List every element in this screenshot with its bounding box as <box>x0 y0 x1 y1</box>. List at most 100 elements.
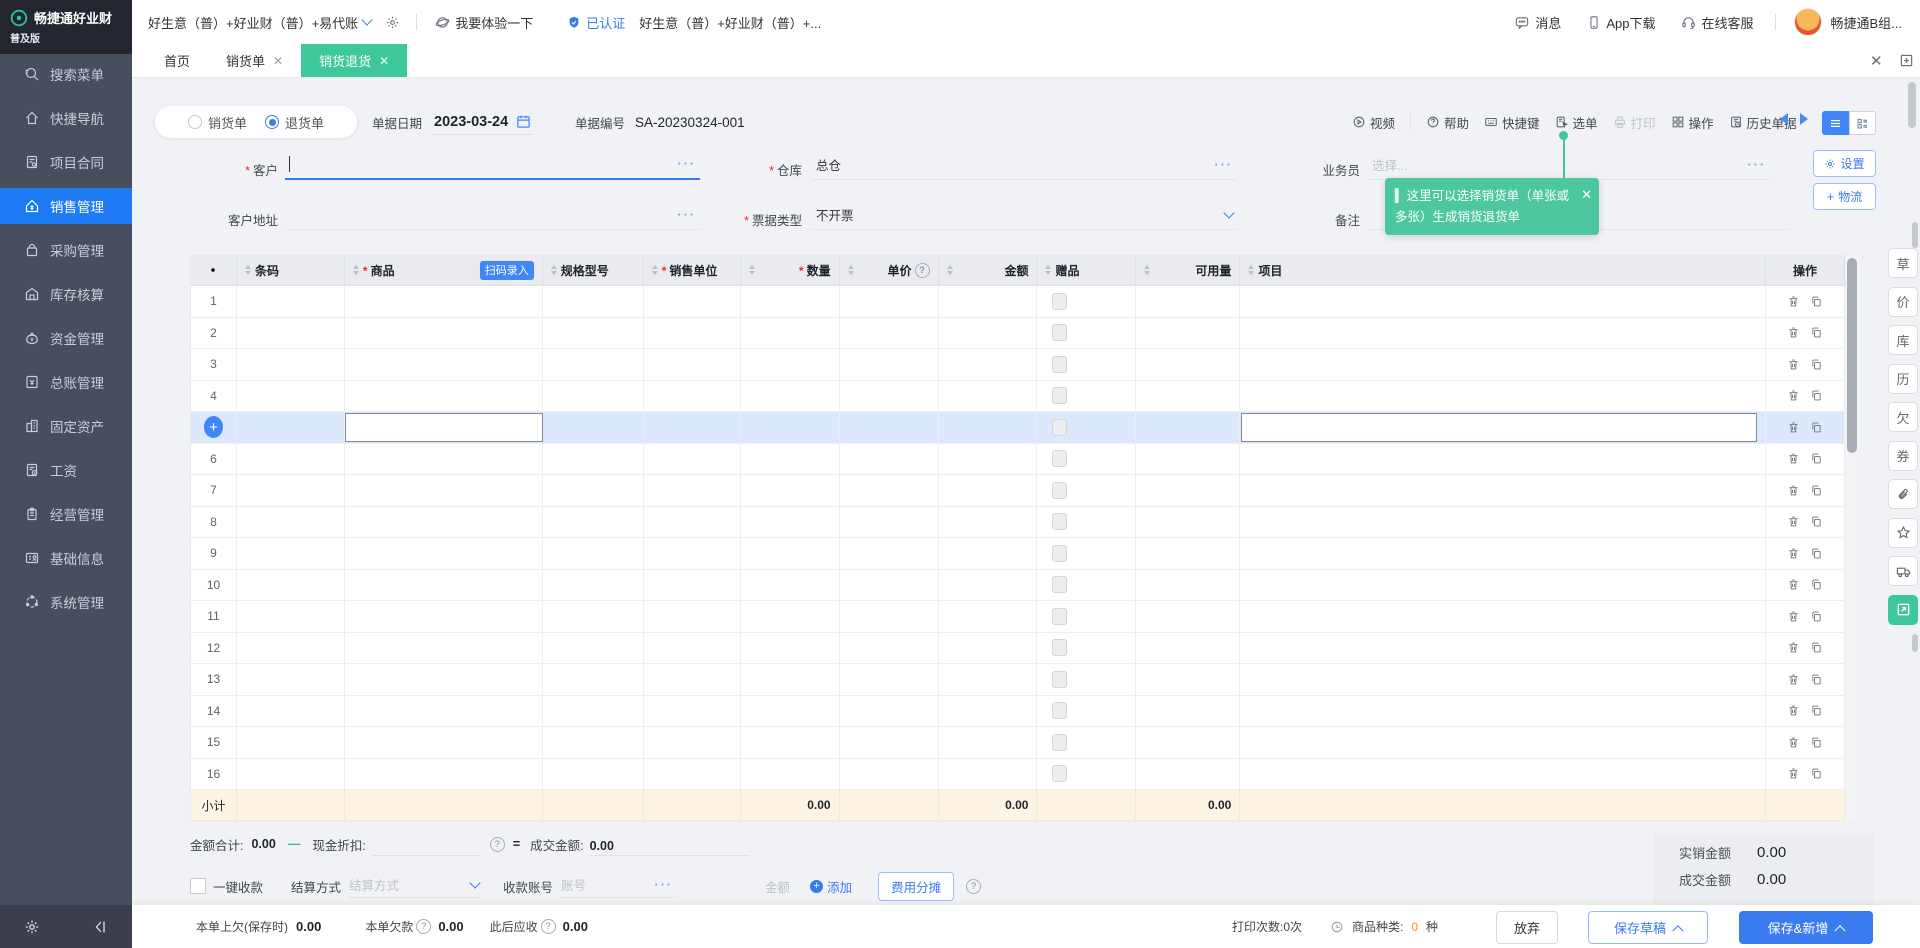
delete-row-icon[interactable] <box>1787 389 1800 402</box>
cell-操作[interactable] <box>1766 632 1845 663</box>
salesman-picker-icon[interactable]: ··· <box>1747 157 1766 172</box>
cell-项目[interactable] <box>1240 443 1767 474</box>
rail-price-icon[interactable]: 价 <box>1888 286 1918 317</box>
quick-collect-checkbox[interactable] <box>190 878 206 894</box>
sidebar-item-purchase[interactable]: 采购管理 <box>0 232 132 268</box>
close-all-tabs-icon[interactable]: ✕ <box>1870 53 1883 70</box>
delete-row-icon[interactable] <box>1787 736 1800 749</box>
cell-赠品[interactable] <box>1037 443 1137 474</box>
sort-icon[interactable] <box>1144 265 1151 275</box>
fullscreen-icon[interactable] <box>1899 53 1914 68</box>
cell-金额[interactable] <box>939 727 1038 758</box>
gift-checkbox[interactable] <box>1052 324 1068 342</box>
copy-row-icon[interactable] <box>1810 358 1823 371</box>
save-and-new-button[interactable]: 保存&新增 <box>1739 911 1873 944</box>
cell-可用量[interactable] <box>1136 538 1241 569</box>
cell-可用量[interactable] <box>1136 506 1241 537</box>
cell-销售单位[interactable] <box>644 538 741 569</box>
cell-金额[interactable] <box>939 475 1038 506</box>
delete-row-icon[interactable] <box>1787 326 1800 339</box>
settings-gear-icon[interactable] <box>24 919 40 935</box>
cell-金额[interactable] <box>939 758 1038 789</box>
cell-商品[interactable] <box>345 506 543 537</box>
cell-可用量[interactable] <box>1136 286 1241 317</box>
cell-数量[interactable] <box>741 538 840 569</box>
list-view-toggle[interactable] <box>1822 111 1849 135</box>
delete-row-icon[interactable] <box>1787 295 1800 308</box>
cell-可用量[interactable] <box>1136 664 1241 695</box>
rail-draft-icon[interactable]: 草 <box>1888 248 1918 278</box>
cell-金额[interactable] <box>939 695 1038 726</box>
help-icon[interactable] <box>416 919 432 934</box>
next-doc-arrow[interactable] <box>1800 113 1808 125</box>
column-header-可用量[interactable]: 可用量 <box>1136 255 1241 285</box>
cell-赠品[interactable] <box>1037 601 1137 632</box>
project-input-box[interactable] <box>1241 413 1757 442</box>
cell-单价[interactable] <box>840 758 939 789</box>
cell-数量[interactable] <box>741 286 840 317</box>
cell-数量[interactable] <box>741 758 840 789</box>
cell-可用量[interactable] <box>1136 695 1241 726</box>
add-row-button[interactable]: + <box>203 416 223 439</box>
delete-row-icon[interactable] <box>1787 452 1800 465</box>
cell-规格型号[interactable] <box>543 286 644 317</box>
account-picker-icon[interactable]: ··· <box>654 877 674 892</box>
cell-赠品[interactable] <box>1037 412 1137 443</box>
cell-销售单位[interactable] <box>644 286 741 317</box>
cell-操作[interactable] <box>1766 443 1845 474</box>
delete-row-icon[interactable] <box>1787 547 1800 560</box>
cell-金额[interactable] <box>939 506 1038 537</box>
cell-商品[interactable] <box>345 601 543 632</box>
cell-赠品[interactable] <box>1037 632 1137 663</box>
sidebar-item-funds[interactable]: 资金管理 <box>0 320 132 356</box>
copy-row-icon[interactable] <box>1810 452 1823 465</box>
cell-金额[interactable] <box>939 538 1038 569</box>
cell-条码[interactable] <box>237 632 345 663</box>
cell-操作[interactable] <box>1766 506 1845 537</box>
delete-row-icon[interactable] <box>1787 641 1800 654</box>
sort-icon[interactable] <box>847 265 854 275</box>
cell-操作[interactable] <box>1766 538 1845 569</box>
add-payment-button[interactable]: + 添加 <box>810 877 852 896</box>
copy-row-icon[interactable] <box>1810 673 1823 686</box>
cell-单价[interactable] <box>840 569 939 600</box>
cell-可用量[interactable] <box>1136 380 1241 411</box>
gift-checkbox[interactable] <box>1052 670 1068 688</box>
cell-操作[interactable] <box>1766 727 1845 758</box>
cell-条码[interactable] <box>237 695 345 726</box>
cell-操作[interactable] <box>1766 664 1845 695</box>
cell-数量[interactable] <box>741 727 840 758</box>
cell-金额[interactable] <box>939 349 1038 380</box>
rail-expand-icon[interactable] <box>1888 594 1918 625</box>
cell-条码[interactable] <box>237 475 345 506</box>
save-draft-button[interactable]: 保存草稿 <box>1588 911 1708 944</box>
cell-条码[interactable] <box>237 412 345 443</box>
action-hotkey[interactable]: 快捷键 <box>1484 113 1540 132</box>
cell-规格型号[interactable] <box>543 412 644 443</box>
sort-icon[interactable] <box>748 265 755 275</box>
delete-row-icon[interactable] <box>1787 578 1800 591</box>
sidebar-item-contract[interactable]: 项目合同 <box>0 144 132 180</box>
sidebar-item-search[interactable]: 搜索菜单 <box>0 56 132 92</box>
column-settings-gear-icon[interactable] <box>206 263 220 277</box>
action-pick[interactable]: 选单 <box>1555 113 1598 132</box>
gift-checkbox[interactable] <box>1052 450 1068 468</box>
sort-icon[interactable] <box>651 265 658 275</box>
cell-项目[interactable] <box>1240 538 1767 569</box>
user-avatar[interactable] <box>1794 8 1823 36</box>
tab-close-icon[interactable]: ✕ <box>379 53 390 68</box>
cell-商品[interactable] <box>345 538 543 569</box>
prev-doc-arrow[interactable] <box>1780 113 1788 125</box>
cell-销售单位[interactable] <box>644 632 741 663</box>
gift-checkbox[interactable] <box>1052 576 1068 594</box>
copy-row-icon[interactable] <box>1810 610 1823 623</box>
online-service-link[interactable]: 在线客服 <box>1681 13 1753 32</box>
cell-赠品[interactable] <box>1037 475 1137 506</box>
cell-条码[interactable] <box>237 349 345 380</box>
cell-数量[interactable] <box>741 632 840 663</box>
delete-row-icon[interactable] <box>1787 421 1800 434</box>
column-header-项目[interactable]: 项目 <box>1240 255 1767 285</box>
delete-row-icon[interactable] <box>1787 610 1800 623</box>
cell-数量[interactable] <box>741 349 840 380</box>
column-header-条码[interactable]: 条码 <box>237 255 345 285</box>
